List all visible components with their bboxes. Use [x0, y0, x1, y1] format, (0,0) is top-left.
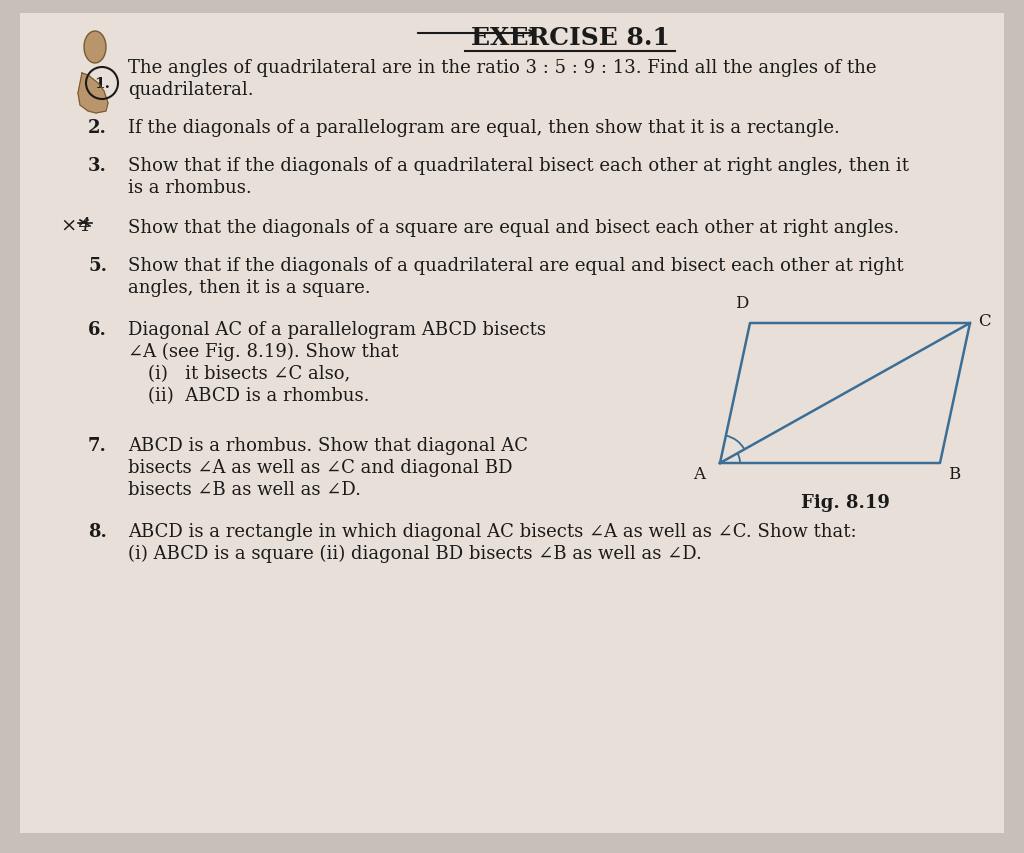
Text: The angles of quadrilateral are in the ratio 3 : 5 : 9 : 13. Find all the angles: The angles of quadrilateral are in the r… — [128, 59, 877, 77]
Text: angles, then it is a square.: angles, then it is a square. — [128, 279, 371, 297]
Text: 4: 4 — [78, 217, 89, 235]
Text: 1.: 1. — [94, 77, 110, 91]
Polygon shape — [78, 74, 108, 113]
Text: bisects ∠B as well as ∠D.: bisects ∠B as well as ∠D. — [128, 480, 361, 498]
Text: A: A — [693, 466, 705, 483]
Text: 7.: 7. — [88, 437, 106, 455]
Text: 2.: 2. — [88, 119, 106, 136]
Text: 5.: 5. — [88, 257, 106, 275]
Text: EXERCISE 8.1: EXERCISE 8.1 — [471, 26, 670, 50]
Text: (ii)  ABCD is a rhombus.: (ii) ABCD is a rhombus. — [148, 386, 370, 404]
Text: is a rhombus.: is a rhombus. — [128, 179, 252, 197]
Text: (i)   it bisects ∠C also,: (i) it bisects ∠C also, — [148, 364, 350, 382]
Text: Diagonal AC of a parallelogram ABCD bisects: Diagonal AC of a parallelogram ABCD bise… — [128, 321, 546, 339]
Text: (i) ABCD is a square (ii) diagonal BD bisects ∠B as well as ∠D.: (i) ABCD is a square (ii) diagonal BD bi… — [128, 544, 701, 563]
FancyBboxPatch shape — [20, 14, 1004, 833]
Text: ABCD is a rectangle in which diagonal AC bisects ∠A as well as ∠C. Show that:: ABCD is a rectangle in which diagonal AC… — [128, 522, 857, 540]
Text: B: B — [948, 466, 961, 483]
Text: D: D — [735, 294, 749, 311]
Text: bisects ∠A as well as ∠C and diagonal BD: bisects ∠A as well as ∠C and diagonal BD — [128, 458, 512, 477]
Text: 6.: 6. — [88, 321, 106, 339]
Text: ×: × — [60, 217, 77, 235]
Ellipse shape — [84, 32, 106, 64]
Text: Show that if the diagonals of a quadrilateral are equal and bisect each other at: Show that if the diagonals of a quadrila… — [128, 257, 903, 275]
Text: Show that if the diagonals of a quadrilateral bisect each other at right angles,: Show that if the diagonals of a quadrila… — [128, 157, 909, 175]
Text: C: C — [978, 313, 990, 330]
Text: ABCD is a rhombus. Show that diagonal AC: ABCD is a rhombus. Show that diagonal AC — [128, 437, 528, 455]
Text: 8.: 8. — [88, 522, 106, 540]
Text: Show that the diagonals of a square are equal and bisect each other at right ang: Show that the diagonals of a square are … — [128, 218, 899, 237]
Text: ∠A (see Fig. 8.19). Show that: ∠A (see Fig. 8.19). Show that — [128, 343, 398, 361]
Text: If the diagonals of a parallelogram are equal, then show that it is a rectangle.: If the diagonals of a parallelogram are … — [128, 119, 840, 136]
Text: Fig. 8.19: Fig. 8.19 — [801, 493, 890, 512]
Text: quadrilateral.: quadrilateral. — [128, 81, 254, 99]
Text: 3.: 3. — [88, 157, 106, 175]
